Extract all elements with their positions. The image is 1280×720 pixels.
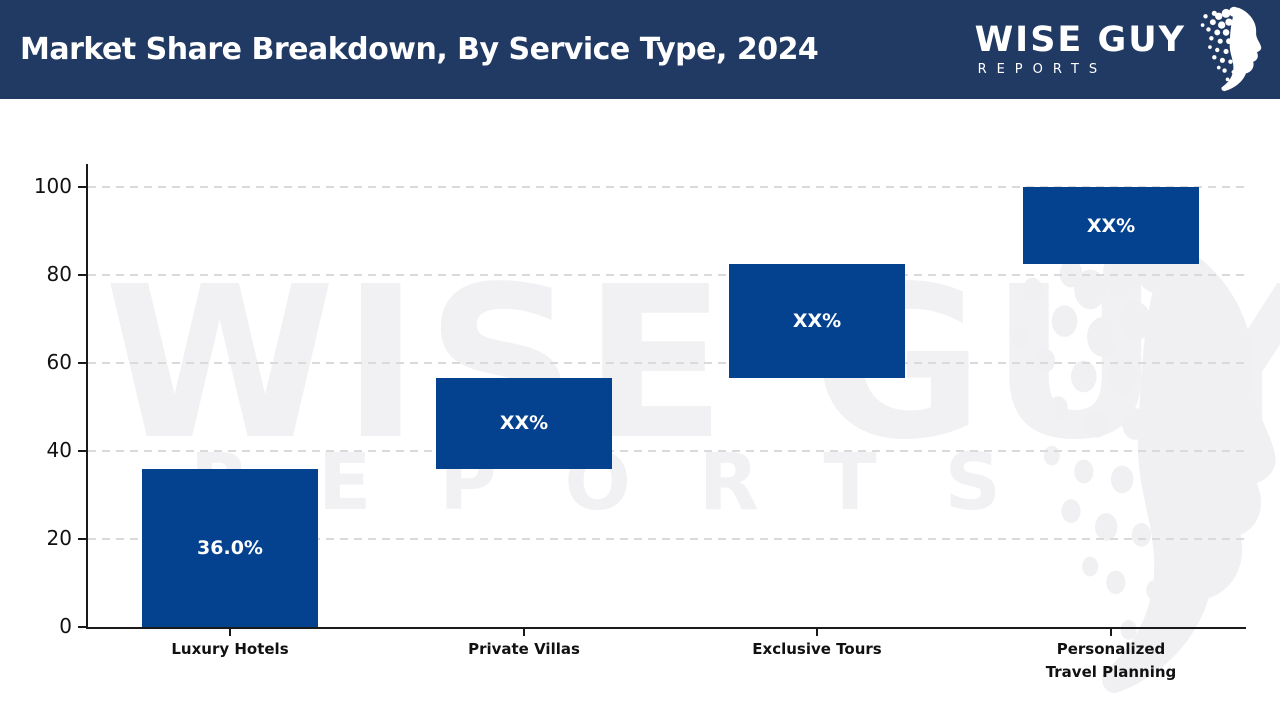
page-title: Market Share Breakdown, By Service Type,… <box>20 32 819 67</box>
bar-value-label: XX% <box>499 412 549 435</box>
x-tick-mark <box>816 629 818 636</box>
gridline <box>88 362 1244 364</box>
gridline <box>88 186 1244 188</box>
bar: XX% <box>436 378 612 469</box>
chart-area: WISE GUY REPORTS 36.0% XX% XX% XX% 0 20 40 60 8… <box>0 99 1280 720</box>
x-category-label: Private Villas <box>468 640 580 658</box>
bar-value-label: XX% <box>792 310 842 333</box>
bar: XX% <box>1023 187 1199 264</box>
y-tick-mark <box>78 538 86 540</box>
gridline <box>88 450 1244 452</box>
y-tick-label: 80 <box>46 262 72 286</box>
gridline <box>88 538 1244 540</box>
header: Market Share Breakdown, By Service Type,… <box>0 0 1280 99</box>
brand-name: WISE GUY <box>974 19 1186 60</box>
gridline <box>88 274 1244 276</box>
y-tick-mark <box>78 450 86 452</box>
bar-value-label: XX% <box>1086 214 1136 237</box>
x-category-label: Exclusive Tours <box>752 640 882 658</box>
x-tick-mark <box>229 629 231 636</box>
y-tick-label: 40 <box>46 438 72 462</box>
face-dots-icon <box>1200 6 1262 91</box>
y-tick-mark <box>78 186 86 188</box>
y-tick-mark <box>78 274 86 276</box>
bar: 36.0% <box>142 468 318 627</box>
y-axis-line <box>86 164 88 629</box>
bar-value-label: 36.0% <box>197 536 263 559</box>
y-tick-mark <box>78 626 86 628</box>
x-category-label: Luxury Hotels <box>171 640 289 658</box>
x-tick-mark <box>1110 629 1112 636</box>
plot-area: 36.0% XX% XX% XX% <box>88 186 1244 627</box>
x-category-label: Personalized Travel Planning <box>1045 640 1177 681</box>
x-axis-line <box>86 627 1246 629</box>
y-tick-label: 100 <box>33 174 72 198</box>
bar: XX% <box>729 264 905 379</box>
brand-subtitle: REPORTS <box>977 61 1108 77</box>
brand-logo-text: WISE GUY REPORTS <box>974 19 1186 77</box>
y-tick-mark <box>78 362 86 364</box>
brand-logo: WISE GUY REPORTS <box>975 6 1266 94</box>
y-tick-label: 20 <box>46 526 72 550</box>
x-tick-mark <box>523 629 525 636</box>
y-tick-label: 60 <box>46 350 72 374</box>
y-tick-label: 0 <box>59 614 72 638</box>
